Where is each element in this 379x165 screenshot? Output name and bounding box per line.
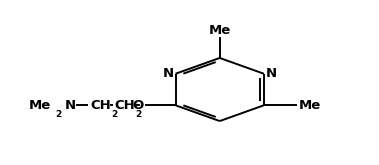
Text: 2: 2 <box>136 110 142 119</box>
Text: 2: 2 <box>55 110 62 119</box>
Text: N: N <box>65 99 76 112</box>
Text: Me: Me <box>208 24 231 37</box>
Text: N: N <box>266 67 277 80</box>
Text: CH: CH <box>115 99 136 112</box>
Text: Me: Me <box>299 99 321 112</box>
Text: N: N <box>163 67 174 80</box>
Text: CH: CH <box>90 99 111 112</box>
Text: O: O <box>132 99 144 112</box>
Text: Me: Me <box>29 99 51 112</box>
Text: 2: 2 <box>111 110 117 119</box>
